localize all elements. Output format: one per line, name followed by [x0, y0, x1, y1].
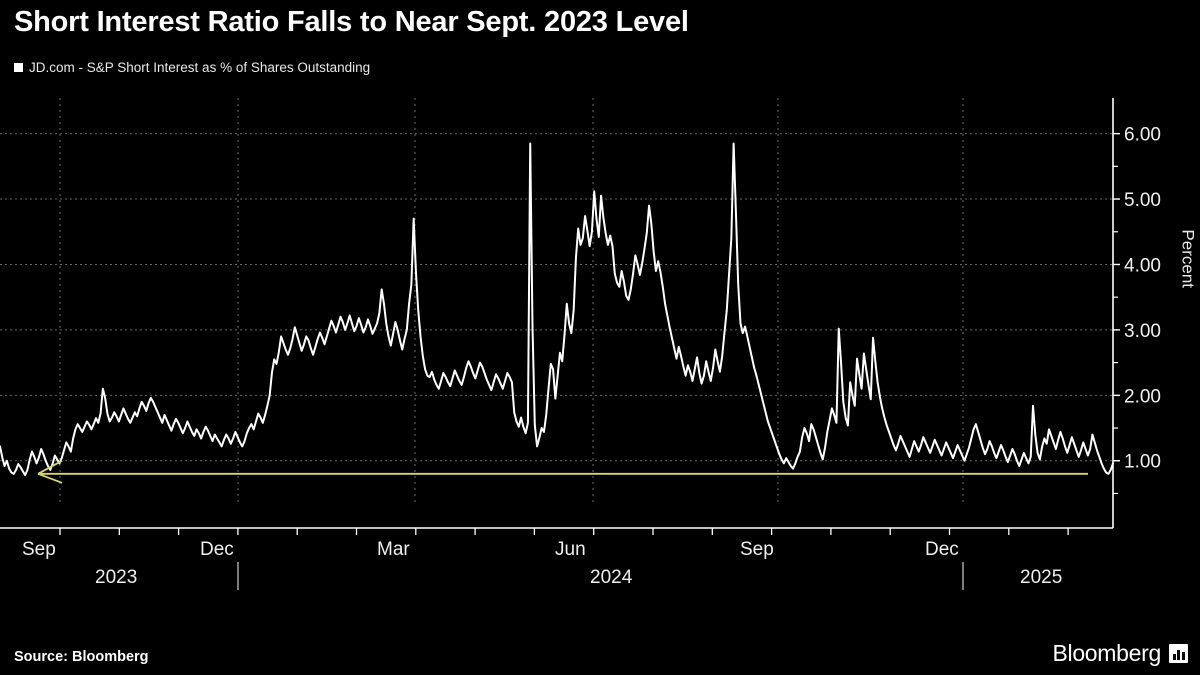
x-tick-label: Dec [925, 539, 959, 560]
x-year-label: 2024 [590, 567, 633, 588]
annotation-arrowhead-icon [37, 460, 63, 484]
data-line-series [0, 142, 1114, 477]
source-note: Source: Bloomberg [14, 649, 149, 665]
x-tick-label: Sep [22, 539, 56, 560]
chart-legend: JD.com - S&P Short Interest as % of Shar… [14, 60, 370, 75]
x-year-label: 2023 [95, 567, 137, 588]
page-title: Short Interest Ratio Falls to Near Sept.… [14, 6, 689, 38]
x-tick-label: Sep [740, 539, 774, 560]
y-tick-label: 1.00 [1124, 452, 1161, 473]
x-tick-label: Dec [200, 539, 234, 560]
legend-label: JD.com - S&P Short Interest as % of Shar… [29, 60, 371, 75]
x-tick-label: Mar [377, 539, 410, 560]
x-tick-label: Jun [555, 539, 586, 560]
bloomberg-logo-icon [1169, 644, 1188, 663]
plot-area: 1.00 2.00 3.00 4.00 5.00 6.00 Sep Dec Mar Jun Sep D… [0, 96, 1200, 596]
brand-text: Bloomberg [1052, 640, 1161, 666]
y-axis-title: Percent [1179, 229, 1198, 288]
y-tick-label: 3.00 [1124, 321, 1161, 342]
y-tick-label: 5.00 [1124, 190, 1161, 211]
y-tick-label: 6.00 [1124, 125, 1161, 146]
x-year-label: 2025 [1020, 567, 1062, 588]
y-tick-label: 2.00 [1124, 386, 1161, 407]
chart-canvas: 1.00 2.00 3.00 4.00 5.00 6.00 Sep Dec Mar Jun Sep D… [0, 98, 1161, 590]
legend-swatch-icon [14, 63, 23, 72]
bloomberg-brand: Bloomberg [1052, 640, 1188, 667]
y-tick-label: 4.00 [1124, 255, 1161, 276]
